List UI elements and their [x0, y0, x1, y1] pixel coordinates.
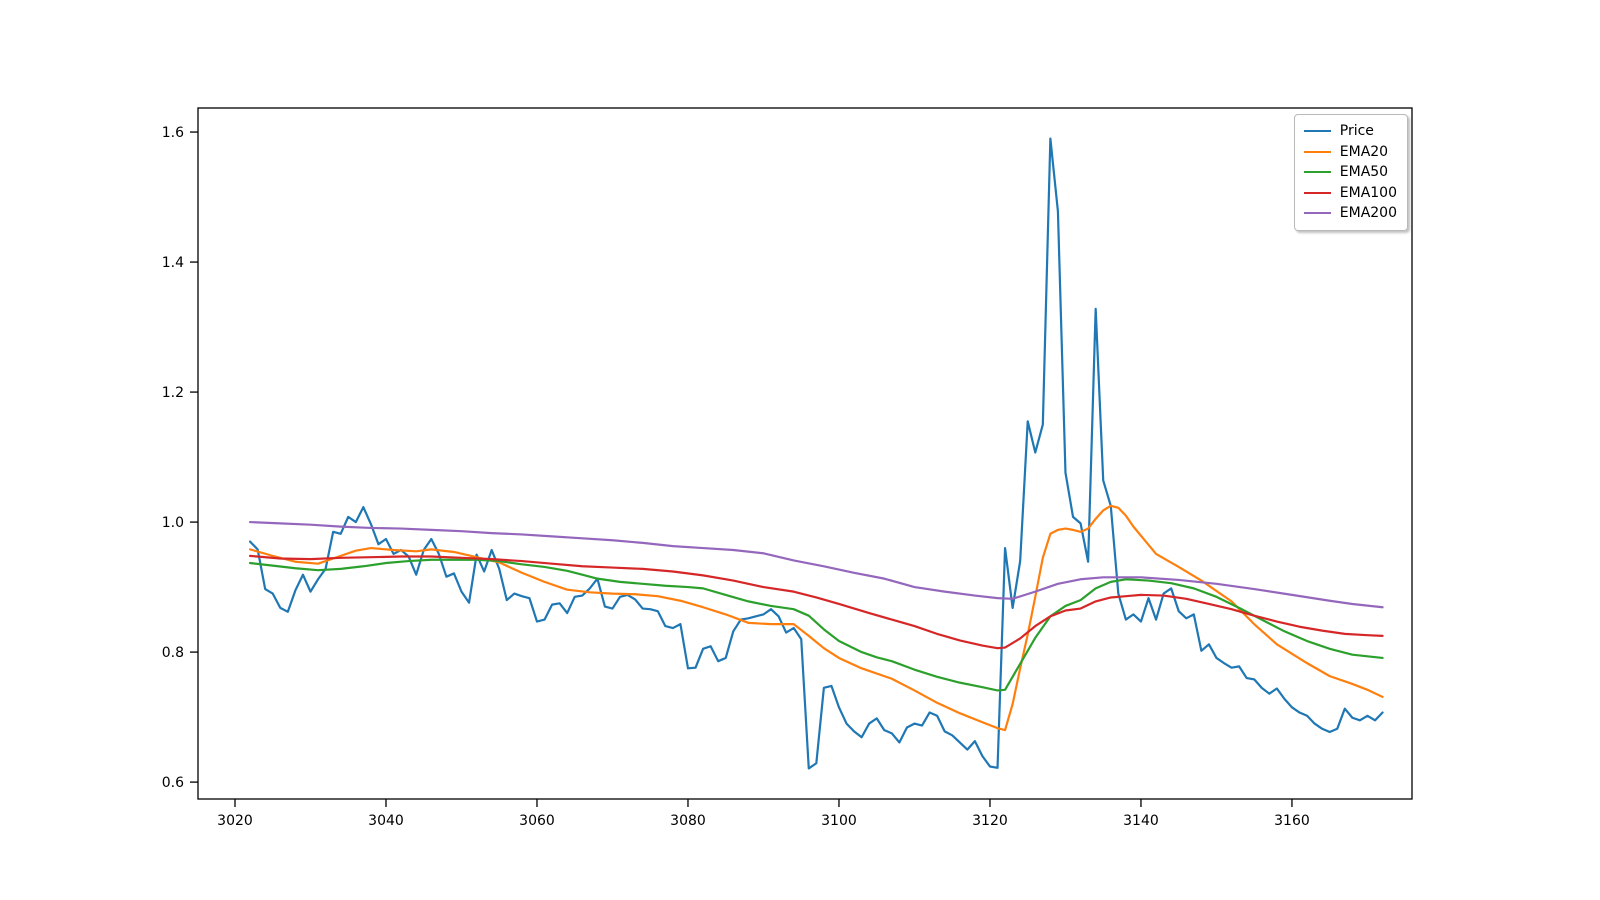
legend-swatch-icon [1303, 171, 1331, 174]
x-tick-label: 3020 [217, 813, 253, 829]
ema50-line [248, 558, 1384, 692]
plot-frame [197, 107, 1413, 800]
legend-item-ema200: EMA200 [1303, 203, 1397, 224]
legend-swatch-icon [1303, 191, 1331, 194]
y-tick-label: 0.6 [162, 775, 184, 791]
legend-item-ema100: EMA100 [1303, 183, 1397, 204]
x-axis: 3020 3040 3060 3080 3100 3120 3140 3160 [217, 799, 1310, 829]
legend-swatch-icon [1303, 130, 1331, 133]
legend-label: EMA20 [1339, 143, 1389, 160]
legend-item-price: Price [1303, 121, 1397, 142]
ema20-line [248, 504, 1384, 732]
y-tick-label: 1.2 [162, 385, 184, 401]
x-tick-label: 3060 [519, 813, 555, 829]
x-tick-label: 3160 [1274, 813, 1310, 829]
legend: Price EMA20 EMA50 EMA100 EMA200 [1293, 114, 1408, 231]
y-axis: 0.6 0.8 1.0 1.2 1.4 1.6 [162, 125, 198, 791]
x-tick-label: 3120 [972, 813, 1008, 829]
legend-swatch-icon [1303, 150, 1331, 153]
ema200-line [248, 520, 1384, 609]
y-tick-label: 0.8 [162, 645, 184, 661]
x-tick-label: 3100 [821, 813, 857, 829]
legend-label: Price [1339, 123, 1374, 139]
legend-label: EMA200 [1339, 205, 1397, 221]
y-tick-label: 1.0 [162, 515, 184, 531]
y-tick-label: 1.6 [162, 125, 184, 141]
price-line [248, 137, 1384, 770]
x-tick-label: 3040 [368, 813, 404, 829]
legend-item-ema50: EMA50 [1303, 162, 1397, 183]
legend-label: EMA50 [1339, 164, 1389, 180]
x-tick-label: 3140 [1123, 813, 1159, 829]
x-tick-label: 3080 [670, 813, 706, 829]
ema100-line [248, 554, 1384, 650]
legend-item-ema20: EMA20 [1303, 142, 1397, 163]
y-tick-label: 1.4 [162, 255, 184, 271]
legend-label: EMA100 [1339, 184, 1397, 201]
legend-swatch-icon [1303, 212, 1331, 215]
